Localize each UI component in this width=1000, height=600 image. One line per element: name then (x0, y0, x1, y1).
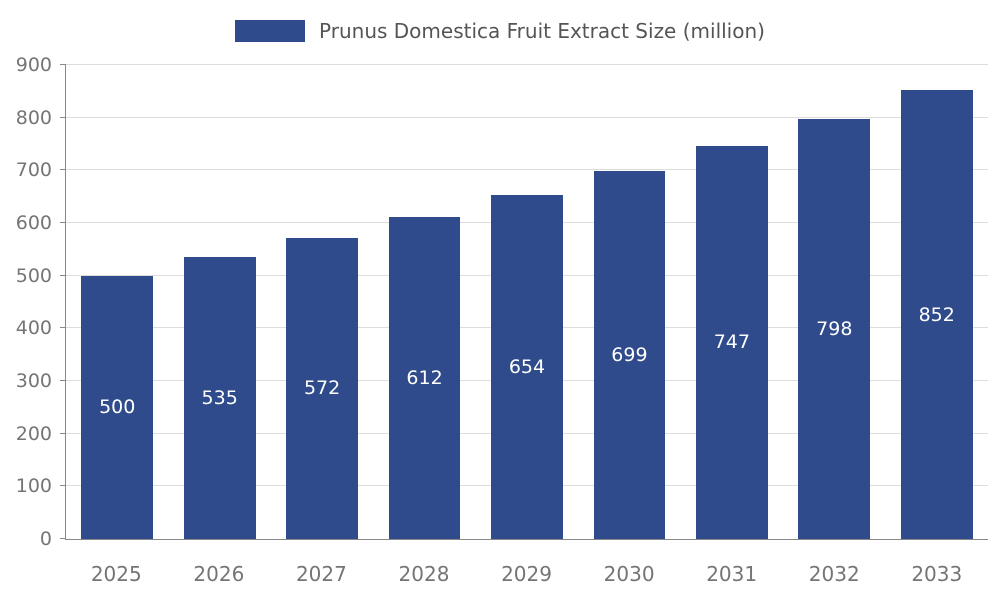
bar-value-label: 699 (611, 343, 648, 366)
bar-2028: 612 (388, 216, 461, 539)
bar-2029: 654 (491, 194, 563, 539)
x-tick-label: 2026 (193, 562, 245, 586)
x-tick-label: 2030 (603, 562, 655, 586)
x-tick-label: 2033 (911, 562, 963, 586)
x-tick-label: 2032 (808, 562, 860, 586)
gridline (66, 64, 988, 65)
y-tick-mark (60, 432, 66, 434)
bar-value-label: 747 (713, 331, 750, 354)
y-tick-label: 0 (39, 528, 52, 550)
y-tick-mark (60, 222, 66, 224)
bar-2026: 535 (183, 257, 256, 539)
y-tick-mark (60, 274, 66, 276)
bars-group: 500 535 572 612 654 699 747 798 852 (66, 65, 988, 539)
x-tick-label: 2031 (706, 562, 758, 586)
y-tick-label: 200 (15, 422, 52, 445)
y-tick-mark (60, 116, 66, 118)
y-tick-label: 100 (15, 475, 52, 498)
y-tick-mark (60, 64, 66, 65)
y-tick-label: 700 (15, 159, 52, 182)
bar-cell: 699 (578, 65, 680, 539)
plot-area: 0 100 200 300 400 500 600 700 800 900 500 535 572 612… (16, 54, 988, 550)
y-tick-mark (60, 327, 66, 329)
bar-cell: 654 (476, 65, 578, 539)
y-tick-label: 800 (15, 106, 52, 129)
bar-cell: 798 (783, 65, 885, 539)
x-tick-label: 2025 (90, 562, 142, 586)
plot-wrap: 0 100 200 300 400 500 600 700 800 900 500 535 572 612… (16, 54, 988, 550)
x-axis: 2025 2026 2027 2028 2029 2030 2031 2032 2033 (65, 556, 988, 592)
x-tick-label: 2028 (398, 562, 450, 586)
y-tick-label: 600 (15, 212, 52, 235)
bar-cell: 612 (373, 65, 475, 539)
bar-value-label: 798 (816, 317, 853, 340)
bar-cell: 852 (886, 65, 988, 539)
bar-2033: 852 (900, 90, 973, 539)
gridline (66, 169, 988, 171)
bar-cell: 572 (271, 65, 373, 539)
bar-value-label: 612 (406, 366, 443, 389)
bar-cell: 747 (681, 65, 783, 539)
y-tick-mark (60, 380, 66, 382)
bar-value-label: 572 (303, 377, 341, 400)
bar-value-label: 852 (918, 303, 955, 326)
y-tick-label: 900 (15, 54, 52, 76)
y-tick-mark (60, 169, 66, 171)
gridline (66, 116, 988, 118)
bar-value-label: 500 (99, 396, 136, 419)
y-tick-label: 400 (15, 317, 52, 340)
bar-cell: 535 (168, 65, 270, 539)
y-tick-label: 300 (15, 370, 52, 393)
x-tick-label: 2029 (501, 562, 552, 586)
bar-2025: 500 (81, 275, 154, 539)
x-tick-label: 2027 (295, 562, 347, 586)
legend-label: Prunus Domestica Fruit Extract Size (mil… (319, 19, 765, 43)
bar-value-label: 654 (508, 355, 546, 378)
y-tick-mark (60, 485, 66, 487)
bar-2031: 747 (695, 145, 768, 539)
y-tick-mark (60, 538, 66, 539)
legend[interactable]: Prunus Domestica Fruit Extract Size (mil… (0, 16, 1000, 46)
bar-cell: 500 (66, 65, 168, 539)
bar-2027: 572 (286, 237, 358, 539)
bar-2032: 798 (798, 118, 871, 539)
bar-value-label: 535 (201, 387, 238, 410)
legend-swatch[interactable] (235, 20, 306, 42)
bar-2030: 699 (593, 170, 666, 539)
y-tick-label: 500 (15, 264, 52, 287)
